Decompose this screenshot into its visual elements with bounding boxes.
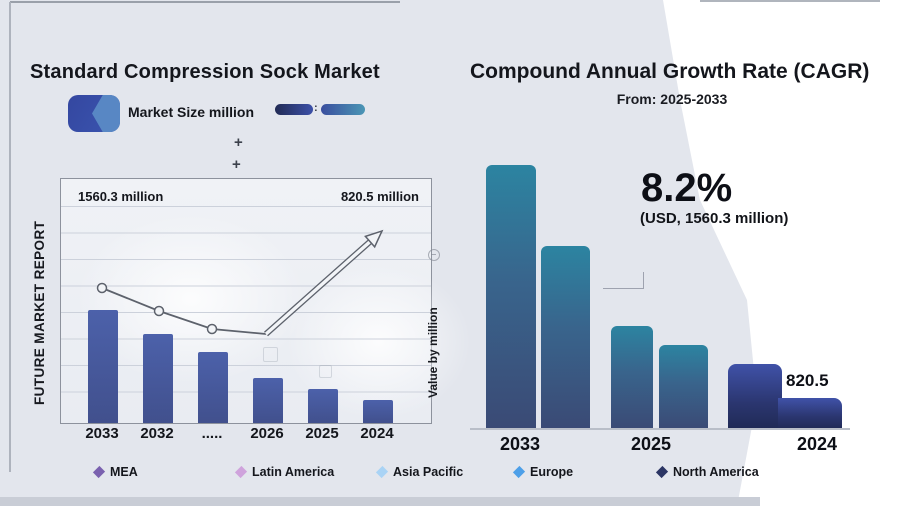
x-label: 2025	[305, 425, 339, 442]
x-label: 2024	[360, 425, 394, 442]
legend-label: Latin America	[252, 465, 335, 479]
end-value-label: 820.5 million	[340, 189, 419, 204]
cagr-note: (USD, 1560.3 million)	[640, 210, 789, 227]
legend-label: Asia Pacific	[393, 465, 464, 479]
diamond-icon	[234, 465, 248, 479]
value-axis-label: Value by million	[426, 307, 440, 399]
left-border-line	[9, 2, 11, 472]
x-label: .....	[201, 425, 223, 442]
market-size-bar	[363, 400, 393, 423]
x-label: 2025	[630, 434, 672, 454]
legend-item-latin-america: Latin America	[234, 464, 335, 480]
legend-item-mea: MEA	[92, 464, 138, 480]
diamond-icon	[512, 465, 526, 479]
cagr-bar	[728, 364, 782, 429]
cagr-value: 8.2%	[641, 166, 733, 210]
market-size-bar	[253, 378, 283, 423]
corner-line-decor	[603, 272, 644, 289]
left-chart-title: Standard Compression Sock Market	[30, 61, 380, 83]
plus-mark-icon: +	[234, 134, 243, 151]
cagr-bar	[778, 398, 842, 429]
x-label: 2024	[796, 434, 838, 454]
cagr-x-axis-line	[470, 428, 850, 430]
left-x-axis-labels: 2033 2032 ..... 2026 2025 2024	[0, 425, 460, 443]
cagr-bar	[486, 165, 536, 429]
diamond-icon	[92, 465, 106, 479]
market-size-bar	[308, 389, 338, 423]
x-label: 2033	[85, 425, 119, 442]
gradient-pill-icon-left	[275, 104, 313, 115]
diamond-icon	[375, 465, 389, 479]
diamond-icon	[655, 465, 669, 479]
trend-line-arrow	[96, 229, 384, 337]
gradient-pill-icon-right	[321, 104, 365, 115]
market-size-bar	[143, 334, 173, 423]
cagr-bar	[611, 326, 653, 429]
market-size-bars	[61, 179, 431, 423]
x-label: 2032	[140, 425, 174, 442]
legend-item-asia-pacific: Asia Pacific	[375, 464, 464, 480]
legend-item-europe: Europe	[512, 464, 574, 480]
cagr-subtitle: From: 2025-2033	[616, 91, 728, 107]
pill-separator: :	[314, 102, 318, 114]
legend-label: MEA	[110, 465, 138, 479]
bar-value-annotation: 820.5	[786, 371, 829, 390]
legend-item-north-america: North America	[655, 464, 759, 480]
market-size-chart: 1560.3 million 820.5 million	[60, 178, 471, 424]
cagr-bar	[659, 345, 708, 429]
bottom-strip	[0, 497, 760, 506]
document-watermark-icon	[319, 365, 332, 378]
market-size-bar	[88, 310, 118, 423]
future-market-report-watermark: FUTURE MARKET REPORT	[32, 220, 47, 406]
legend-label: Europe	[530, 465, 574, 479]
cagr-bar	[541, 246, 590, 429]
legend-label: North America	[673, 465, 759, 479]
start-value-label: 1560.3 million	[78, 189, 164, 204]
cagr-title: Compound Annual Growth Rate (CAGR)	[470, 60, 870, 83]
top-border-line-right	[700, 0, 880, 2]
market-size-bar	[198, 352, 228, 423]
x-label: 2026	[250, 425, 284, 442]
cylinder-icon	[68, 95, 120, 132]
cylinder-face-icon	[92, 95, 120, 132]
right-x-axis-labels: 2033 2025 2024	[0, 434, 900, 454]
plus-mark-icon: +	[232, 156, 241, 173]
zoom-out-icon	[428, 249, 440, 261]
x-label: 2033	[499, 434, 541, 454]
top-border-line	[10, 1, 400, 3]
document-watermark-icon	[263, 347, 278, 362]
market-size-label: Market Size million	[128, 104, 255, 120]
